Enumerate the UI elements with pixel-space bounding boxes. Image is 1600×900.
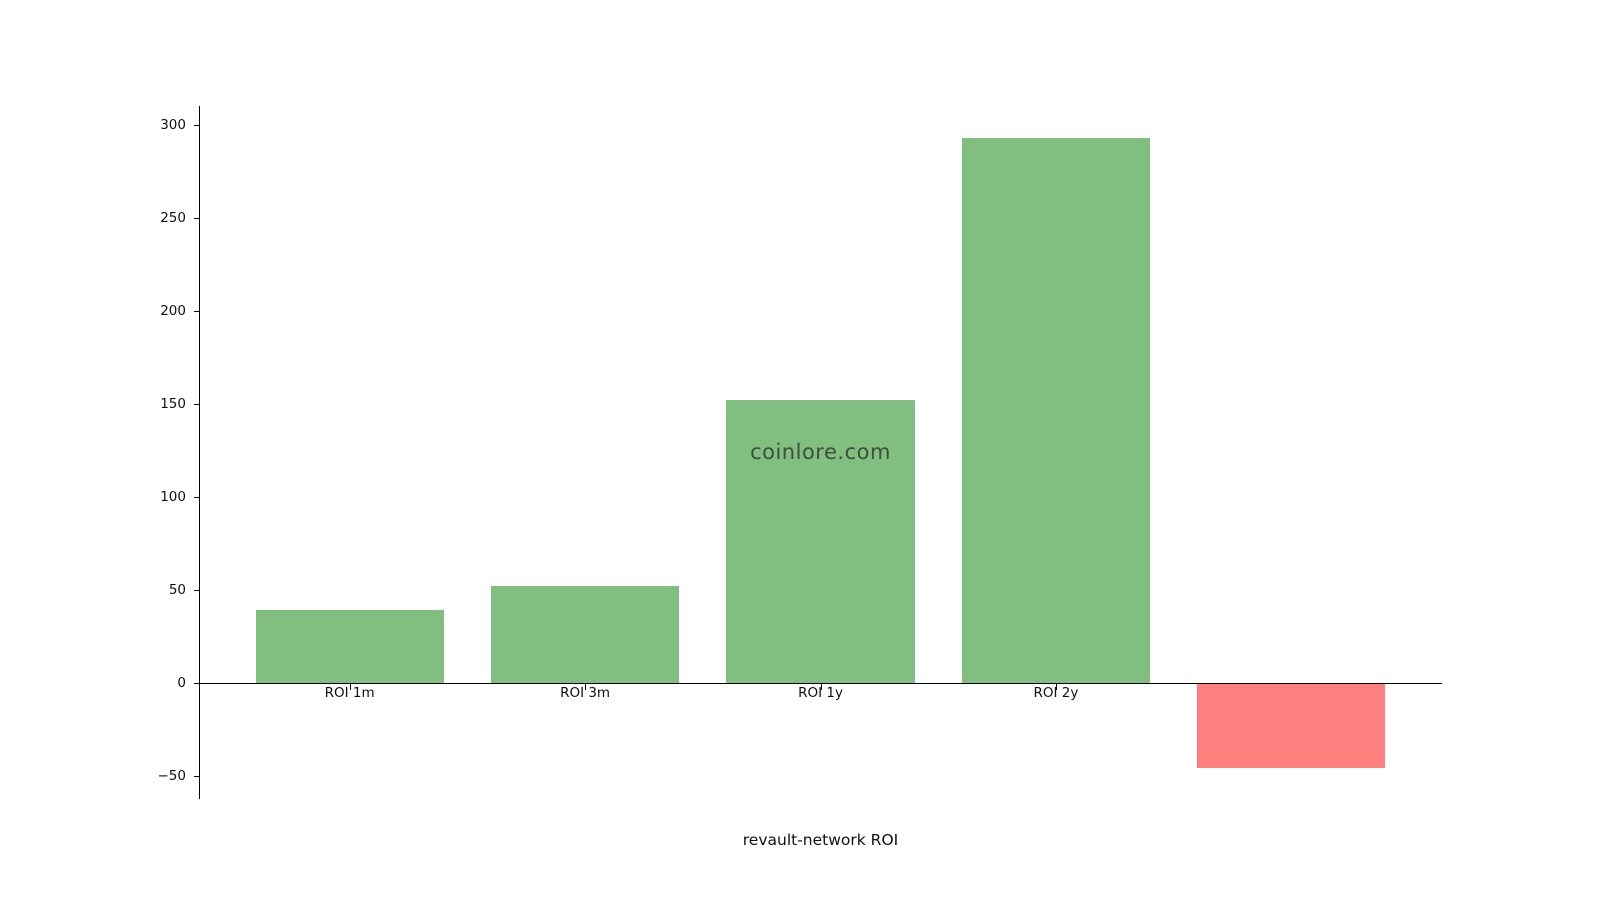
y-tick bbox=[194, 682, 199, 684]
y-tick bbox=[194, 775, 199, 777]
chart-title: revault-network ROI bbox=[742, 831, 899, 849]
x-axis-line bbox=[199, 682, 1442, 684]
bar-unlabeled bbox=[1197, 682, 1386, 769]
bar-roi-1m bbox=[255, 610, 444, 683]
y-tick bbox=[194, 403, 199, 405]
y-tick bbox=[194, 124, 199, 126]
x-tick bbox=[1055, 683, 1057, 690]
x-tick bbox=[349, 683, 351, 690]
x-tick bbox=[820, 683, 822, 690]
y-tick-label: 250 bbox=[160, 209, 186, 226]
bar-roi-2y bbox=[961, 137, 1151, 683]
y-axis-spine bbox=[199, 106, 200, 799]
y-tick-label: 200 bbox=[160, 302, 186, 319]
y-tick bbox=[194, 496, 199, 498]
y-tick-label: 300 bbox=[160, 116, 186, 133]
y-tick-label: 150 bbox=[160, 395, 186, 412]
y-tick-label: 100 bbox=[160, 488, 186, 505]
x-tick-label: ROI 2y bbox=[1033, 684, 1079, 701]
y-tick-label: 50 bbox=[168, 581, 186, 598]
y-tick bbox=[194, 310, 199, 312]
watermark-text: coinlore.com bbox=[750, 440, 891, 464]
x-tick-label: ROI 1m bbox=[324, 684, 375, 701]
x-tick-label: ROI 3m bbox=[560, 684, 611, 701]
y-tick-label: −50 bbox=[157, 767, 187, 784]
y-tick-label: 0 bbox=[177, 674, 186, 691]
bar-roi-1y bbox=[726, 399, 915, 683]
y-tick bbox=[194, 217, 199, 219]
x-tick bbox=[585, 683, 587, 690]
bar-roi-3m bbox=[490, 585, 680, 683]
x-tick-label: ROI 1y bbox=[798, 684, 843, 701]
y-tick bbox=[194, 589, 199, 591]
